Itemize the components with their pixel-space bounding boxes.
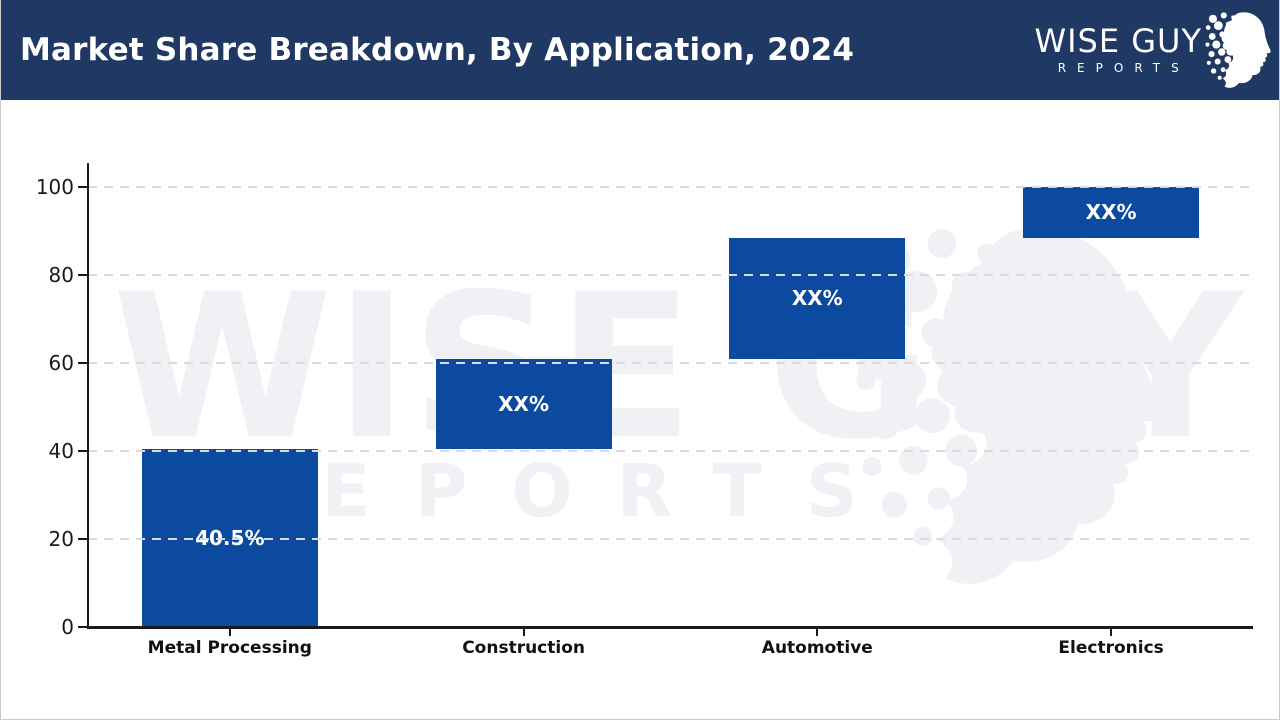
y-tick-label-60: 60 xyxy=(12,351,74,375)
y-tick-label-0: 0 xyxy=(12,615,74,639)
bar-electronics: XX% xyxy=(1023,187,1200,238)
y-tick-label-0-text: 0 xyxy=(61,615,74,639)
bar-automotive-text: XX% xyxy=(791,286,843,311)
x-tick-3 xyxy=(816,628,819,636)
bar-construction: XX% xyxy=(435,358,612,449)
bar-construction-text: XX% xyxy=(498,391,550,416)
y-tick-80 xyxy=(78,274,87,276)
x-category-label-construction: Construction xyxy=(414,638,634,658)
y-tick-label-20-text: 20 xyxy=(48,527,74,551)
x-category-label-construction-text: Construction xyxy=(462,638,585,658)
bar-automotive: XX% xyxy=(729,237,906,359)
x-tick-4 xyxy=(1110,628,1113,636)
x-category-label-metal-processing: Metal Processing xyxy=(120,638,340,658)
x-category-label-electronics-text: Electronics xyxy=(1058,638,1164,658)
x-category-label-automotive-text: Automotive xyxy=(761,638,873,658)
y-tick-60 xyxy=(78,362,87,364)
logo-subtitle: REPORTS xyxy=(1057,60,1190,75)
chart-title: Market Share Breakdown, By Application, … xyxy=(20,32,855,68)
bar-metal-processing: 40.5% xyxy=(141,448,318,627)
gridline-80 xyxy=(88,274,1253,276)
wise-guy-reports-logo: WISE GUY REPORTS xyxy=(1034,10,1272,90)
x-category-label-metal-processing-text: Metal Processing xyxy=(147,638,312,658)
gridline-60 xyxy=(88,362,1253,364)
y-tick-label-100: 100 xyxy=(12,175,74,199)
y-tick-20 xyxy=(78,538,87,540)
x-tick-2 xyxy=(522,628,525,636)
y-tick-label-60-text: 60 xyxy=(48,351,74,375)
x-axis-line xyxy=(88,626,1253,629)
y-tick-100 xyxy=(78,186,87,188)
y-tick-label-40: 40 xyxy=(12,439,74,463)
y-tick-label-80: 80 xyxy=(12,263,74,287)
y-tick-label-40-text: 40 xyxy=(48,439,74,463)
bar-metal-processing-text: 40.5% xyxy=(195,525,265,550)
y-tick-label-20: 20 xyxy=(12,527,74,551)
x-category-label-electronics: Electronics xyxy=(1001,638,1221,658)
x-category-label-automotive: Automotive xyxy=(707,638,927,658)
x-tick-1 xyxy=(228,628,231,636)
y-axis-line xyxy=(86,163,89,629)
logo-text: WISE GUY REPORTS xyxy=(1034,25,1202,75)
header-bar: Market Share Breakdown, By Application, … xyxy=(0,0,1280,100)
y-tick-40 xyxy=(78,450,87,452)
y-tick-0 xyxy=(78,626,87,628)
logo-head-icon xyxy=(1204,10,1272,90)
bar-electronics-text: XX% xyxy=(1085,200,1137,225)
y-tick-label-100-text: 100 xyxy=(35,175,74,199)
y-tick-label-80-text: 80 xyxy=(48,263,74,287)
logo-name: WISE GUY xyxy=(1034,22,1202,61)
